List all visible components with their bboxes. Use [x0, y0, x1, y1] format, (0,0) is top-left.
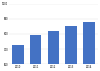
- Bar: [30, 35, 41, 71]
- Bar: [48, 31, 59, 71]
- Bar: [65, 26, 77, 71]
- Bar: [83, 22, 95, 71]
- Bar: [12, 45, 24, 71]
